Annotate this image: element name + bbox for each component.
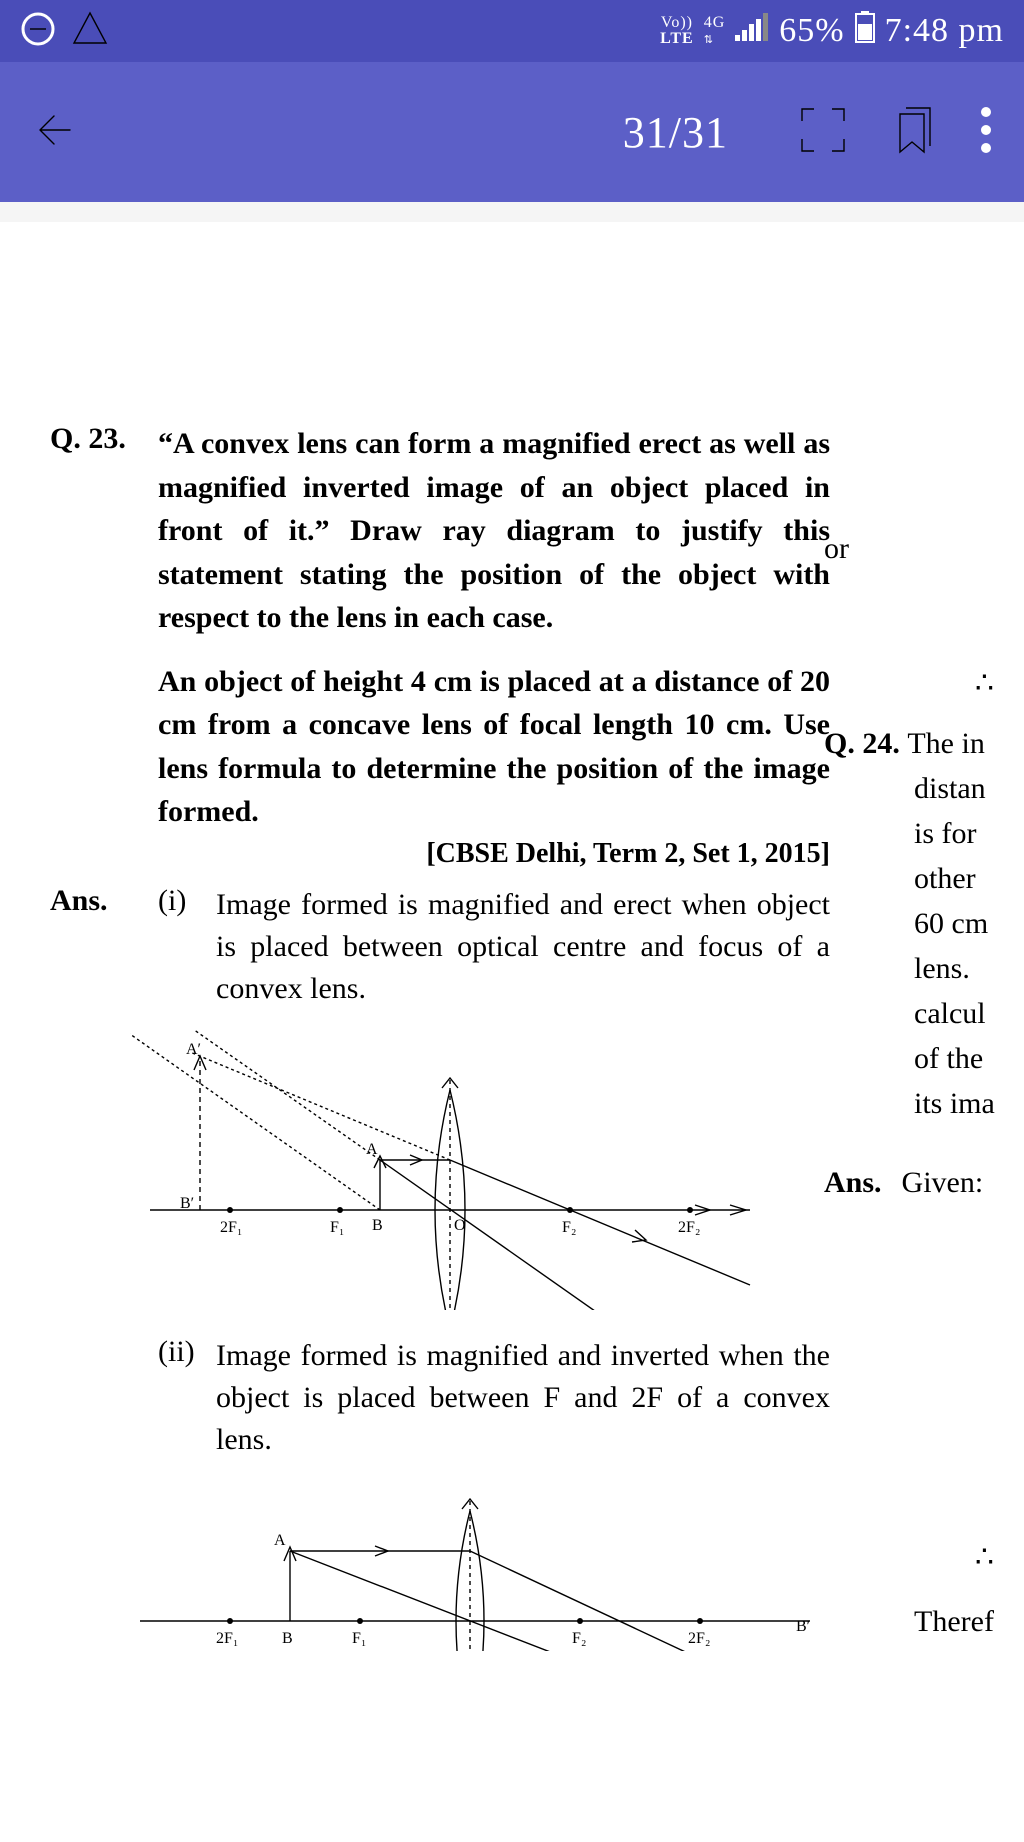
d2-label-F1: F₁ (352, 1630, 366, 1647)
question-number: Q. 23. (50, 422, 150, 640)
question-text: “A convex lens can form a magnified erec… (158, 422, 830, 640)
back-button[interactable] (30, 102, 86, 163)
side-column: or ∴ Q. 24. The in distan is for other 6… (824, 422, 1024, 1639)
answer-label: Ans. (50, 884, 150, 1010)
fullscreen-button[interactable] (798, 105, 848, 160)
d2-label-B: B (282, 1630, 293, 1647)
ray-diagram-1: A′ B′ A B 2F₁ F₁ O F₂ 2F₂ (130, 1030, 830, 1315)
label-2F2: 2F₂ (678, 1219, 700, 1236)
more-button[interactable] (978, 102, 994, 163)
label-Aprime: A′ (186, 1041, 201, 1058)
side-or: or (824, 532, 1024, 566)
side-q24: Q. 24. The in distan is for other 60 cm … (824, 721, 1024, 1126)
battery-icon (855, 11, 875, 52)
ray-diagram-2: A 2F₁ B F₁ F₂ 2F₂ B′ (130, 1481, 830, 1656)
document-content[interactable]: Q. 23. “A convex lens can form a magnifi… (0, 222, 1024, 1842)
label-F2: F₂ (562, 1219, 576, 1236)
lte-icon: Vo))LTE (660, 15, 694, 47)
status-left (20, 9, 110, 54)
label-Bprime: B′ (180, 1195, 194, 1212)
page-counter: 31/31 (623, 107, 728, 158)
bookmark-button[interactable] (888, 102, 938, 163)
label-F1: F₁ (330, 1219, 344, 1236)
app-bar: 31/31 (0, 62, 1024, 202)
side-therefore1: ∴ (824, 666, 1024, 701)
label-2F1: 2F₁ (220, 1219, 242, 1236)
do-not-disturb-icon (20, 11, 56, 52)
data-icon: 4G⇅ (704, 15, 726, 47)
d2-label-2F2: 2F₂ (688, 1630, 710, 1647)
warning-icon (70, 9, 110, 54)
status-right: Vo))LTE 4G⇅ 65% 7:48 pm (660, 11, 1004, 52)
question-citation: [CBSE Delhi, Term 2, Set 1, 2015] (158, 838, 830, 870)
label-O: O (454, 1217, 466, 1234)
side-given: Ans. Given: (824, 1166, 1024, 1200)
label-A: A (366, 1141, 378, 1158)
question-subtext: An object of height 4 cm is placed at a … (158, 660, 830, 834)
status-bar: Vo))LTE 4G⇅ 65% 7:48 pm (0, 0, 1024, 62)
answer-ii-num: (ii) (158, 1335, 208, 1461)
label-B: B (372, 1217, 383, 1234)
answer-i-num: (i) (158, 884, 208, 1010)
battery-percent: 65% (779, 12, 844, 50)
side-bottom: ∴ Theref (824, 1540, 1024, 1639)
clock-text: 7:48 pm (885, 12, 1004, 50)
d2-label-Bprime: B′ (796, 1618, 810, 1635)
d2-label-A: A (274, 1532, 286, 1549)
answer-ii-text: Image formed is magnified and inverted w… (216, 1335, 830, 1461)
d2-label-2F1: 2F₁ (216, 1630, 238, 1647)
d2-label-F2: F₂ (572, 1630, 586, 1647)
answer-i-text: Image formed is magnified and erect when… (216, 884, 830, 1010)
signal-icon (735, 12, 769, 50)
